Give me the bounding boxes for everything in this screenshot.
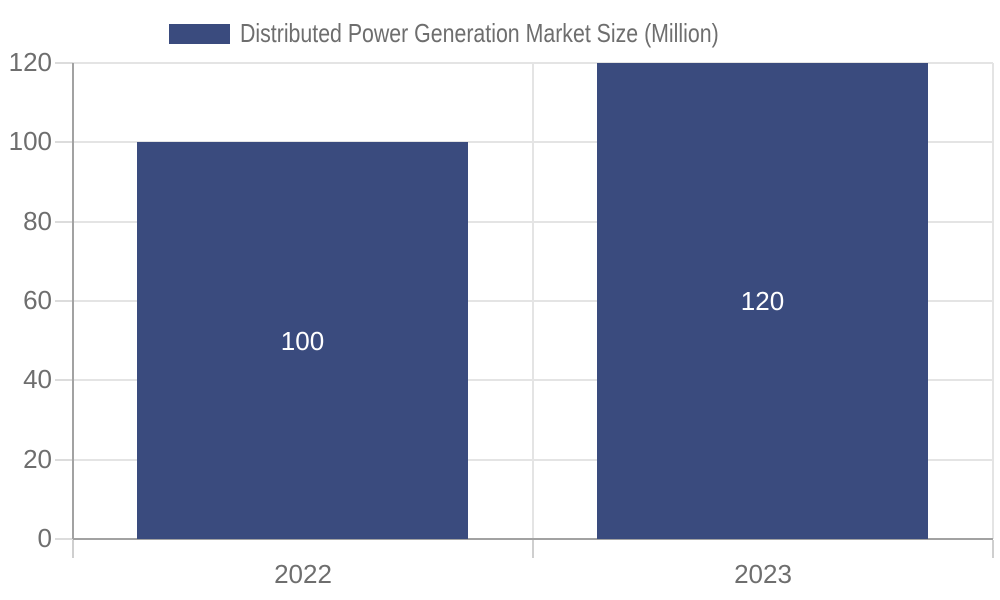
x-axis-line bbox=[73, 538, 993, 540]
y-tick-label: 120 bbox=[8, 47, 52, 77]
y-axis-tick bbox=[55, 62, 73, 64]
y-axis-tick bbox=[55, 221, 73, 223]
x-tick-label: 2023 bbox=[734, 559, 792, 589]
legend-item[interactable]: Distributed Power Generation Market Size… bbox=[169, 19, 824, 47]
y-tick-label: 20 bbox=[23, 444, 52, 474]
y-axis-tick bbox=[55, 538, 73, 540]
y-axis-line bbox=[72, 63, 74, 539]
legend-label: Distributed Power Generation Market Size… bbox=[240, 18, 719, 48]
y-tick-label: 0 bbox=[37, 523, 52, 553]
plot-right-border bbox=[992, 63, 994, 539]
y-tick-label: 100 bbox=[8, 126, 52, 156]
bar-value-label: 100 bbox=[280, 325, 325, 356]
x-axis-tick bbox=[72, 540, 74, 558]
y-axis-tick bbox=[55, 300, 73, 302]
x-tick-label: 2022 bbox=[274, 559, 332, 589]
x-axis-tick bbox=[992, 540, 994, 558]
y-tick-label: 80 bbox=[23, 206, 52, 236]
y-tick-label: 60 bbox=[23, 285, 52, 315]
bar-value-label: 120 bbox=[740, 286, 785, 316]
bar[interactable]: 120 bbox=[597, 63, 928, 539]
y-axis-tick bbox=[55, 141, 73, 143]
x-axis-tick bbox=[532, 540, 534, 558]
y-axis-tick bbox=[55, 379, 73, 381]
legend-swatch bbox=[169, 24, 230, 44]
y-tick-label: 40 bbox=[23, 364, 52, 394]
gridline-vertical bbox=[532, 63, 534, 539]
bar[interactable]: 100 bbox=[137, 142, 468, 539]
y-axis-tick bbox=[55, 459, 73, 461]
